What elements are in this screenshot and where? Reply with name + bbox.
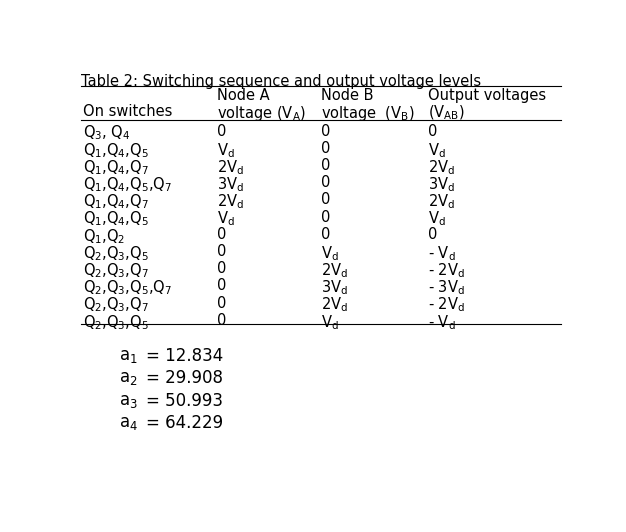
Text: 0: 0	[321, 175, 330, 190]
Text: $\mathregular{2V_d}$: $\mathregular{2V_d}$	[217, 193, 244, 211]
Text: - $\mathregular{2V_d}$: - $\mathregular{2V_d}$	[428, 261, 464, 280]
Text: $\mathregular{Q_2}$,$\mathregular{Q_3}$,$\mathregular{Q_5}$: $\mathregular{Q_2}$,$\mathregular{Q_3}$,…	[83, 313, 149, 331]
Text: $\mathregular{2V_d}$: $\mathregular{2V_d}$	[217, 158, 244, 177]
Text: $\mathregular{Q_2}$,$\mathregular{Q_3}$,$\mathregular{Q_5}$,$\mathregular{Q_7}$: $\mathregular{Q_2}$,$\mathregular{Q_3}$,…	[83, 278, 172, 297]
Text: $\mathregular{a_2}$: $\mathregular{a_2}$	[120, 369, 138, 387]
Text: 0: 0	[217, 244, 226, 259]
Text: $\mathregular{3V_d}$: $\mathregular{3V_d}$	[428, 175, 454, 194]
Text: Output voltages: Output voltages	[428, 88, 546, 103]
Text: 0: 0	[428, 123, 437, 139]
Text: $\mathregular{Q_1}$,$\mathregular{Q_2}$: $\mathregular{Q_1}$,$\mathregular{Q_2}$	[83, 227, 125, 246]
Text: voltage ($\mathregular{V_A}$): voltage ($\mathregular{V_A}$)	[217, 104, 305, 123]
Text: 0: 0	[321, 210, 330, 225]
Text: Node B: Node B	[321, 88, 373, 103]
Text: 0: 0	[217, 313, 226, 328]
Text: 0: 0	[321, 193, 330, 207]
Text: $\mathregular{V_d}$: $\mathregular{V_d}$	[217, 141, 234, 160]
Text: $\mathregular{3V_d}$: $\mathregular{3V_d}$	[321, 278, 348, 297]
Text: $\mathregular{Q_2}$,$\mathregular{Q_3}$,$\mathregular{Q_5}$: $\mathregular{Q_2}$,$\mathregular{Q_3}$,…	[83, 244, 149, 263]
Text: On switches: On switches	[83, 104, 173, 119]
Text: 0: 0	[217, 123, 226, 139]
Text: voltage  ($\mathregular{V_B}$): voltage ($\mathregular{V_B}$)	[321, 104, 414, 123]
Text: Table 2: Switching sequence and output voltage levels: Table 2: Switching sequence and output v…	[81, 74, 481, 89]
Text: $\mathregular{Q_1}$,$\mathregular{Q_4}$,$\mathregular{Q_5}$: $\mathregular{Q_1}$,$\mathregular{Q_4}$,…	[83, 141, 149, 160]
Text: 0: 0	[217, 261, 226, 276]
Text: $\mathregular{2V_d}$: $\mathregular{2V_d}$	[321, 296, 348, 314]
Text: $\mathregular{Q_3}$, $\mathregular{Q_4}$: $\mathregular{Q_3}$, $\mathregular{Q_4}$	[83, 123, 131, 143]
Text: $\mathregular{V_d}$: $\mathregular{V_d}$	[428, 210, 445, 228]
Text: $\mathregular{3V_d}$: $\mathregular{3V_d}$	[217, 175, 244, 194]
Text: $\mathregular{a_1}$: $\mathregular{a_1}$	[120, 347, 138, 364]
Text: 0: 0	[217, 296, 226, 311]
Text: 0: 0	[321, 123, 330, 139]
Text: 0: 0	[321, 227, 330, 242]
Text: $\mathregular{Q_1}$,$\mathregular{Q_4}$,$\mathregular{Q_7}$: $\mathregular{Q_1}$,$\mathregular{Q_4}$,…	[83, 158, 149, 177]
Text: - $\mathregular{3V_d}$: - $\mathregular{3V_d}$	[428, 278, 464, 297]
Text: - $\mathregular{2V_d}$: - $\mathregular{2V_d}$	[428, 296, 464, 314]
Text: $\mathregular{a_3}$: $\mathregular{a_3}$	[120, 392, 138, 410]
Text: $\mathregular{2V_d}$: $\mathregular{2V_d}$	[428, 193, 454, 211]
Text: 0: 0	[217, 227, 226, 242]
Text: ($\mathregular{V_{AB}}$): ($\mathregular{V_{AB}}$)	[428, 104, 464, 122]
Text: - $\mathregular{V_d}$: - $\mathregular{V_d}$	[428, 244, 455, 263]
Text: $\mathregular{V_d}$: $\mathregular{V_d}$	[321, 244, 339, 263]
Text: 0: 0	[321, 158, 330, 173]
Text: $\mathregular{a_4}$: $\mathregular{a_4}$	[120, 414, 138, 432]
Text: = 29.908: = 29.908	[146, 369, 223, 387]
Text: - $\mathregular{V_d}$: - $\mathregular{V_d}$	[428, 313, 455, 331]
Text: = 64.229: = 64.229	[146, 414, 223, 432]
Text: $\mathregular{Q_2}$,$\mathregular{Q_3}$,$\mathregular{Q_7}$: $\mathregular{Q_2}$,$\mathregular{Q_3}$,…	[83, 296, 149, 314]
Text: = 12.834: = 12.834	[146, 347, 223, 364]
Text: Node A: Node A	[217, 88, 269, 103]
Text: $\mathregular{V_d}$: $\mathregular{V_d}$	[321, 313, 339, 331]
Text: 0: 0	[428, 227, 437, 242]
Text: $\mathregular{Q_2}$,$\mathregular{Q_3}$,$\mathregular{Q_7}$: $\mathregular{Q_2}$,$\mathregular{Q_3}$,…	[83, 261, 149, 280]
Text: $\mathregular{Q_1}$,$\mathregular{Q_4}$,$\mathregular{Q_7}$: $\mathregular{Q_1}$,$\mathregular{Q_4}$,…	[83, 193, 149, 211]
Text: 0: 0	[217, 278, 226, 294]
Text: $\mathregular{2V_d}$: $\mathregular{2V_d}$	[428, 158, 454, 177]
Text: $\mathregular{V_d}$: $\mathregular{V_d}$	[217, 210, 234, 228]
Text: = 50.993: = 50.993	[146, 392, 223, 410]
Text: $\mathregular{2V_d}$: $\mathregular{2V_d}$	[321, 261, 348, 280]
Text: $\mathregular{Q_1}$,$\mathregular{Q_4}$,$\mathregular{Q_5}$,$\mathregular{Q_7}$: $\mathregular{Q_1}$,$\mathregular{Q_4}$,…	[83, 175, 172, 194]
Text: $\mathregular{Q_1}$,$\mathregular{Q_4}$,$\mathregular{Q_5}$: $\mathregular{Q_1}$,$\mathregular{Q_4}$,…	[83, 210, 149, 228]
Text: 0: 0	[321, 141, 330, 156]
Text: $\mathregular{V_d}$: $\mathregular{V_d}$	[428, 141, 445, 160]
